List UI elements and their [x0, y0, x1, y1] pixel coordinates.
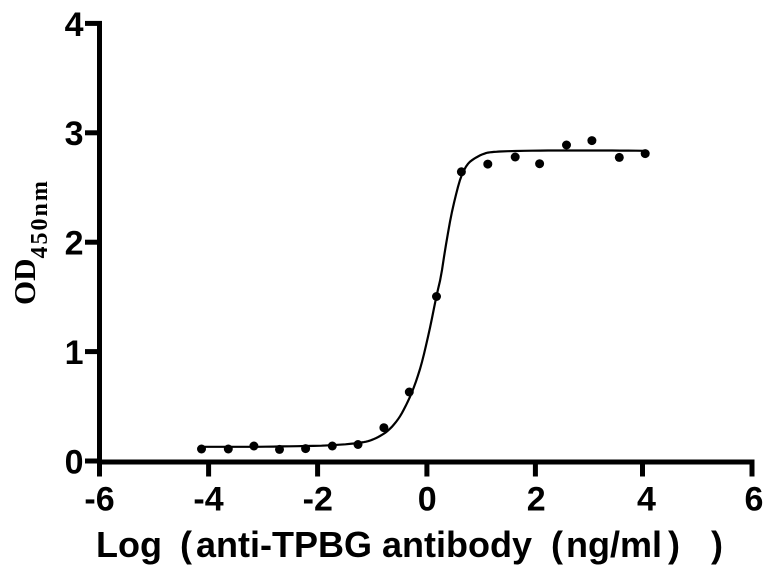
svg-text:anti-TPBG antibody: anti-TPBG antibody: [196, 524, 532, 565]
svg-text:-2: -2: [303, 481, 333, 519]
svg-text:0: 0: [418, 481, 437, 519]
svg-text:): ): [668, 524, 680, 565]
svg-text:2: 2: [527, 481, 546, 519]
svg-text:ng/ml: ng/ml: [566, 524, 662, 565]
svg-text:Log: Log: [96, 524, 162, 565]
svg-text:(: (: [180, 524, 192, 565]
svg-text:): ): [711, 524, 723, 565]
svg-text:(: (: [551, 524, 563, 565]
svg-text:-4: -4: [193, 481, 223, 519]
svg-text:3: 3: [65, 115, 84, 153]
svg-text:1: 1: [65, 334, 84, 372]
svg-text:-6: -6: [84, 481, 114, 519]
svg-text:6: 6: [745, 481, 764, 519]
svg-text:0: 0: [65, 443, 84, 481]
svg-text:2: 2: [65, 225, 84, 263]
svg-text:4: 4: [65, 6, 84, 44]
svg-text:4: 4: [637, 481, 656, 519]
